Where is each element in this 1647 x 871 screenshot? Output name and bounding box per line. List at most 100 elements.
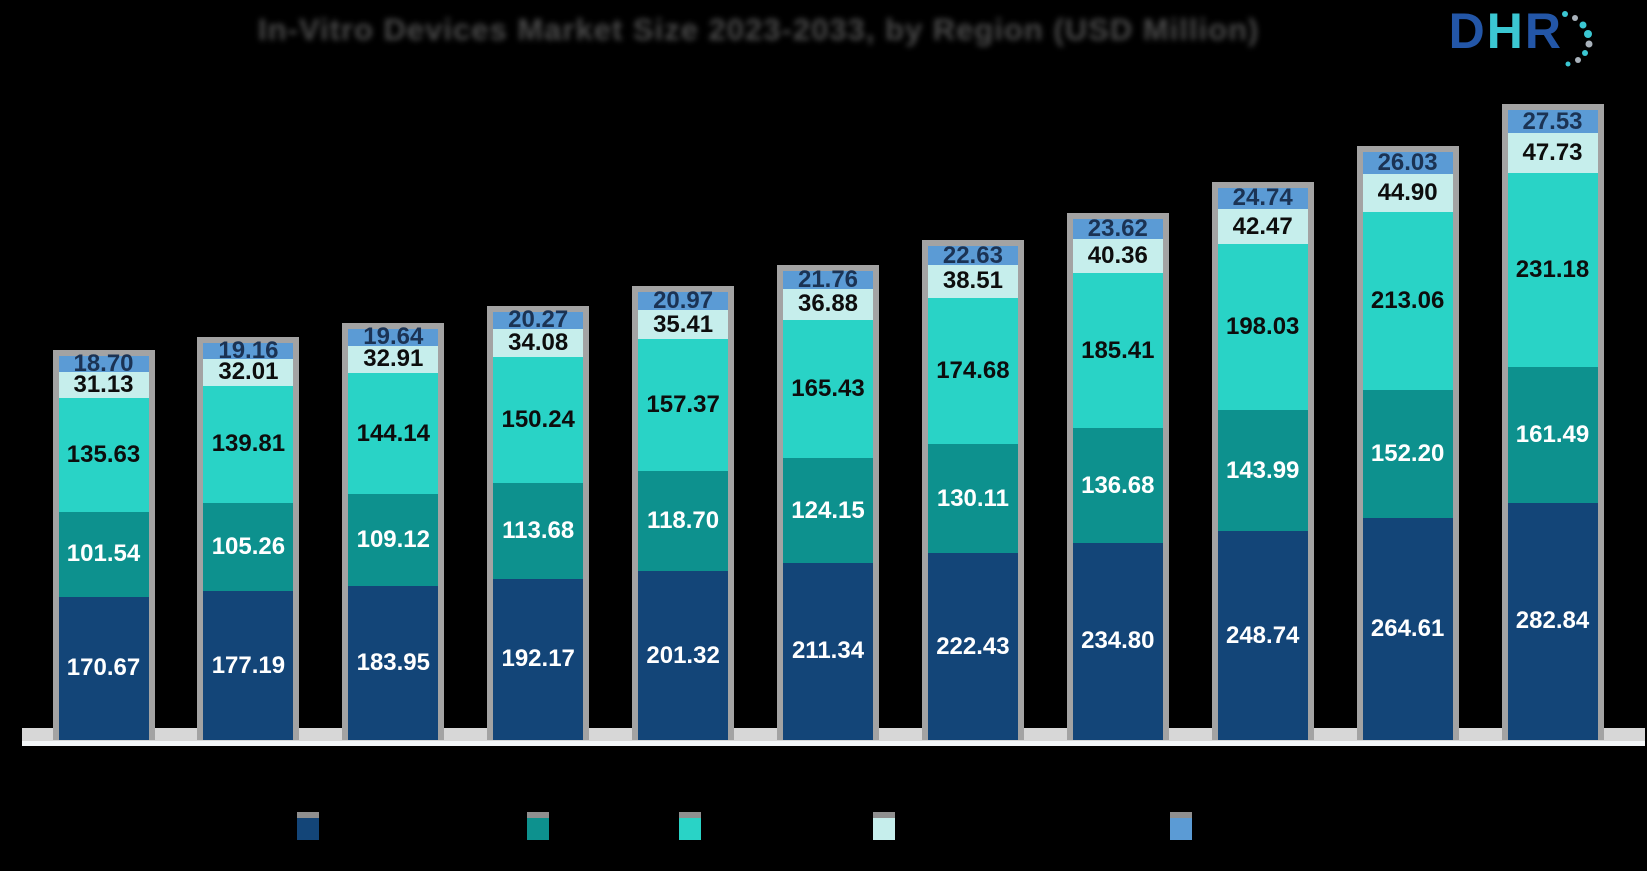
legend-swatch [679,818,701,840]
segment-value-label: 143.99 [1225,456,1300,484]
segment-value-label: 192.17 [501,645,575,673]
bar-segment-europe: 143.99 [1217,410,1308,532]
bar-segment-europe: 161.49 [1507,367,1598,503]
segment-value-label: 282.84 [1515,607,1590,635]
x-axis-label: 2025 [363,758,411,781]
bar-segment-latin-america: 42.47 [1217,208,1308,245]
bar-segment-europe: 105.26 [203,502,294,592]
bar-segment-europe: 113.68 [493,483,584,579]
segment-value-label: 101.54 [66,540,141,568]
bar-segment-asia-pacific: 139.81 [203,385,294,503]
segment-value-label: 32.01 [218,358,279,386]
segment-value-label: 34.08 [508,329,569,357]
bar-segment-latin-america: 47.73 [1507,133,1598,174]
segment-value-label: 21.76 [797,265,859,293]
bar-2024: 19.16 32.01 139.81 105.26 177.19 [197,336,300,740]
bar-segment-latin-america: 44.90 [1362,173,1453,212]
segment-value-label: 211.34 [791,637,865,665]
bar-segment-middle-east-africa: 18.70 [58,351,149,375]
bar-segment-north-america: 234.80 [1072,542,1163,740]
bar-segment-north-america: 177.19 [203,591,294,740]
bar-segment-north-america: 282.84 [1507,502,1598,740]
bar-2031: 24.74 42.47 198.03 143.99 248.74 [1211,181,1314,740]
logo-letter-d: D [1448,3,1487,59]
bar-segment-middle-east-africa: 27.53 [1507,109,1598,134]
bar-segment-north-america: 248.74 [1217,531,1308,740]
segment-value-label: 213.06 [1370,286,1445,314]
legend-swatch [527,818,549,840]
segment-value-label: 44.90 [1377,178,1438,206]
segment-value-label: 105.26 [211,533,286,561]
segment-value-label: 40.36 [1087,241,1148,269]
x-axis-band-highlight [22,741,1645,746]
x-axis-label: 2027 [653,758,701,781]
bar-segment-asia-pacific: 185.41 [1072,272,1163,429]
segment-value-label: 152.20 [1370,440,1445,468]
segment-value-label: 36.88 [797,290,859,318]
bar-segment-latin-america: 34.08 [493,328,584,358]
bar-2023: 18.70 31.13 135.63 101.54 170.67 [52,350,155,740]
segment-value-label: 26.03 [1377,148,1438,176]
bar-segment-north-america: 264.61 [1362,517,1453,740]
bar-segment-europe: 136.68 [1072,428,1163,543]
segment-value-label: 144.14 [356,419,430,447]
segment-value-label: 198.03 [1225,313,1300,341]
bar-2028: 21.76 36.88 165.43 124.15 211.34 [777,264,879,740]
bar-segment-asia-pacific: 150.24 [493,357,584,484]
bar-segment-latin-america: 32.01 [203,358,294,386]
bar-segment-europe: 101.54 [58,511,149,597]
bar-segment-asia-pacific: 231.18 [1507,173,1598,368]
bar-segment-middle-east-africa: 20.27 [493,308,584,332]
bar-segment-europe: 109.12 [348,494,439,586]
legend-swatch [297,818,319,840]
legend-item-asia-pacific: Asia Pacific [679,817,829,841]
bar-segment-europe: 152.20 [1362,390,1453,518]
bar-segment-middle-east-africa: 22.63 [927,241,1018,269]
segment-value-label: 20.27 [508,306,569,334]
segment-value-label: 174.68 [936,356,1010,384]
segment-value-label: 24.74 [1232,184,1293,212]
bar-segment-middle-east-africa: 21.76 [783,265,873,293]
segment-value-label: 118.70 [647,507,720,535]
segment-value-label: 170.67 [66,654,141,682]
bar-segment-asia-pacific: 144.14 [348,373,439,495]
segment-value-label: 124.15 [791,496,865,524]
bar-segment-middle-east-africa: 19.16 [203,338,294,362]
bar-segment-europe: 130.11 [927,444,1018,554]
chart-title: In-Vitro Devices Market Size 2023-2033, … [258,12,1260,47]
segment-value-label: 161.49 [1515,420,1590,448]
legend-label: Europe [559,817,632,840]
segment-value-label: 222.43 [936,632,1010,660]
bar-segment-north-america: 201.32 [638,571,729,740]
legend-swatch [1170,818,1192,840]
x-axis-label: 2031 [1233,758,1281,781]
segment-value-label: 183.95 [356,648,430,676]
bar-segment-latin-america: 31.13 [58,370,149,398]
segment-value-label: 264.61 [1370,614,1445,642]
bar-segment-north-america: 211.34 [783,562,873,740]
segment-value-label: 22.63 [942,241,1003,269]
bar-segment-asia-pacific: 213.06 [1362,211,1453,391]
bar-segment-middle-east-africa: 19.64 [348,325,439,349]
segment-value-label: 19.64 [363,323,424,351]
segment-value-label: 157.37 [646,391,720,419]
segment-value-label: 31.13 [73,370,134,398]
bar-2032: 26.03 44.90 213.06 152.20 264.61 [1356,146,1459,740]
segment-value-label: 18.70 [73,349,134,377]
bar-segment-asia-pacific: 165.43 [783,319,873,459]
bar-segment-north-america: 192.17 [493,578,584,740]
segment-value-label: 139.81 [211,430,286,458]
bar-segment-asia-pacific: 174.68 [927,297,1018,445]
segment-value-label: 109.12 [356,525,430,553]
segment-value-label: 165.43 [791,375,865,403]
bar-segment-asia-pacific: 198.03 [1217,244,1308,411]
bar-segment-asia-pacific: 135.63 [58,397,149,512]
bar-2025: 19.64 32.91 144.14 109.12 183.95 [342,323,445,740]
x-axis-label: 2029 [943,758,991,781]
legend-label: Asia Pacific [711,817,829,840]
bar-segment-europe: 118.70 [638,471,729,572]
segment-value-label: 35.41 [653,310,714,338]
legend-item-middle-east-africa: Middle East & Africa [1170,817,1404,841]
